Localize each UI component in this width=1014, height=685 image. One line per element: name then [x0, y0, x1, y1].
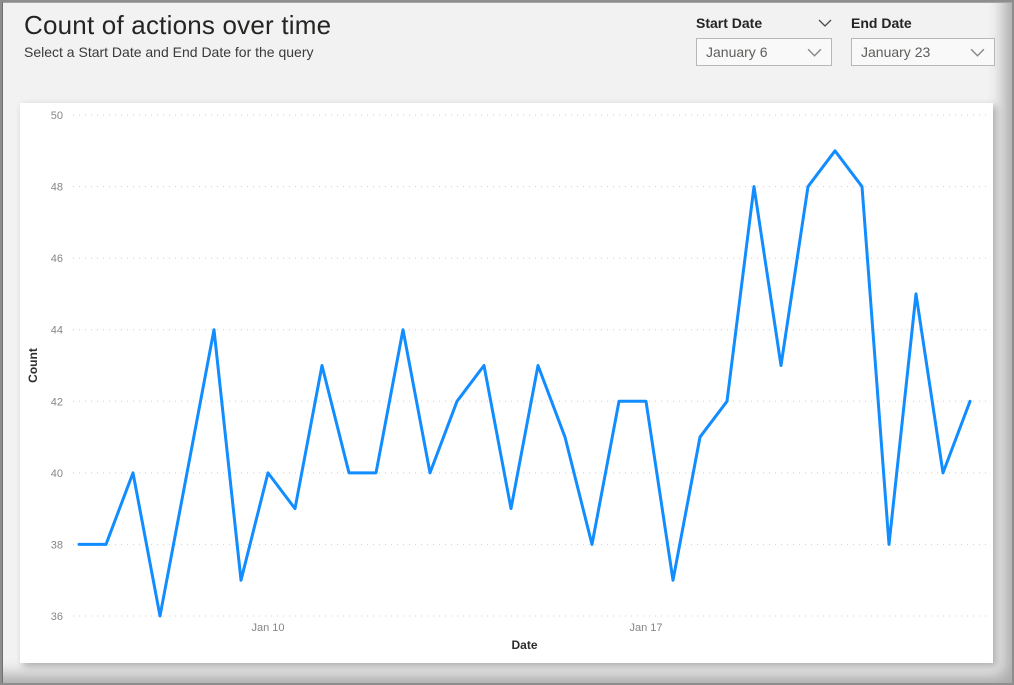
chevron-down-icon[interactable] — [970, 48, 985, 57]
y-tick-label: 46 — [51, 253, 63, 265]
end-date-slicer: End Date January 23 — [851, 12, 995, 66]
page-title: Count of actions over time — [24, 10, 332, 40]
end-date-label: End Date — [851, 15, 912, 31]
x-tick-label: Jan 10 — [251, 622, 284, 634]
y-tick-label: 50 — [51, 110, 63, 122]
x-tick-label: Jan 17 — [629, 622, 662, 634]
count-over-time-chart: 36 38 40 42 44 46 48 50 Jan 10 Jan 17 Date Count — [26, 110, 990, 652]
y-tick-label: 40 — [51, 468, 63, 480]
start-date-slicer-header: Start Date — [696, 12, 832, 34]
y-tick-label: 38 — [51, 539, 63, 551]
y-tick-label: 36 — [51, 611, 63, 623]
y-axis-title: Count — [26, 348, 40, 383]
chevron-down-icon[interactable] — [818, 19, 832, 27]
page-subtitle: Select a Start Date and End Date for the… — [24, 44, 314, 60]
chevron-down-icon[interactable] — [807, 48, 822, 57]
y-tick-label: 44 — [51, 325, 63, 337]
end-date-dropdown[interactable]: January 23 — [851, 38, 995, 66]
y-tick-label: 48 — [51, 182, 63, 194]
y-tick-label: 42 — [51, 396, 63, 408]
end-date-slicer-header: End Date — [851, 12, 995, 34]
start-date-label: Start Date — [696, 15, 763, 31]
end-date-value: January 23 — [861, 44, 931, 60]
start-date-slicer: Start Date January 6 — [696, 12, 832, 66]
start-date-value: January 6 — [706, 44, 768, 60]
line-chart-visual: 36 38 40 42 44 46 48 50 Jan 10 Jan 17 Date Count — [20, 103, 993, 663]
start-date-dropdown[interactable]: January 6 — [696, 38, 832, 66]
line-series — [77, 149, 972, 618]
x-axis-title: Date — [511, 638, 537, 652]
